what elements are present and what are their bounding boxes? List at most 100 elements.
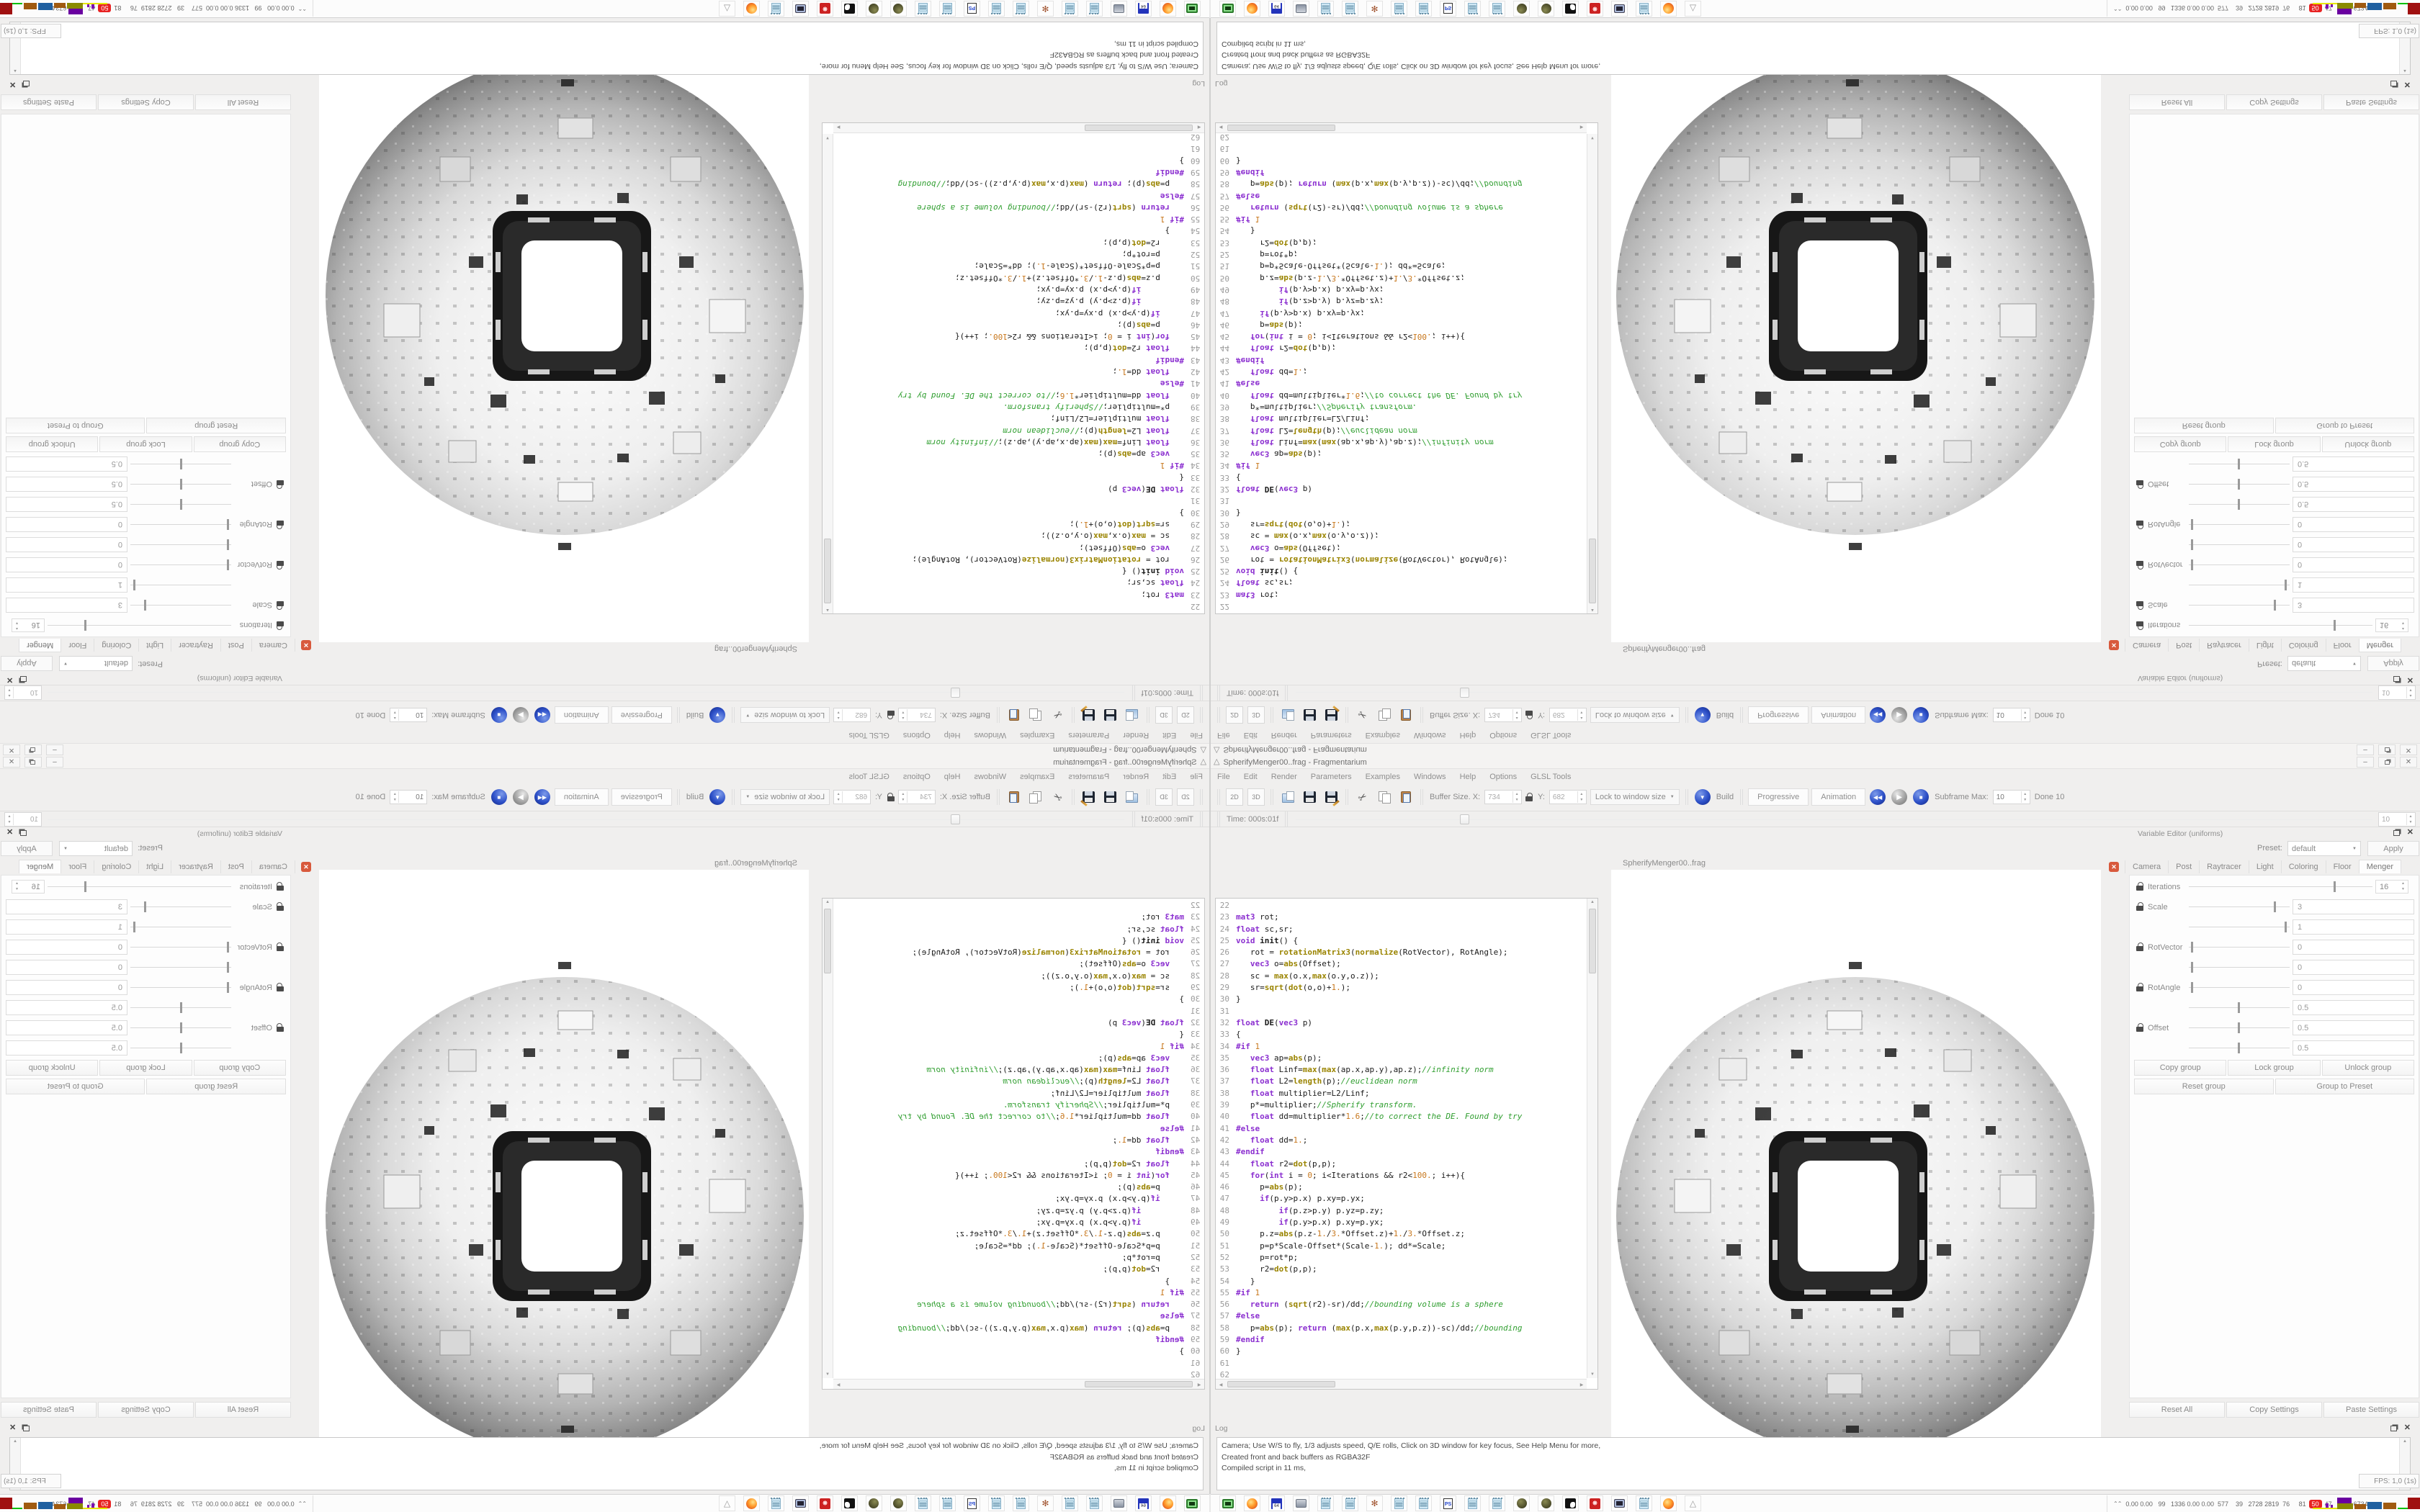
group-to-preset-button[interactable]: Group to Preset [2275, 418, 2414, 433]
close-button[interactable]: ✕ [2400, 744, 2417, 755]
code-horizontal-scrollbar[interactable]: ◀ ▶ [833, 1379, 1204, 1389]
taskbar-button[interactable]: ✸ [817, 1, 833, 17]
code-editor[interactable]: 22 23 mat3 rot; 24 float sc,sr; 25 void init()… [834, 134, 1204, 612]
stop-button[interactable]: ■ [1913, 789, 1930, 805]
paste-settings-button[interactable]: Paste Settings [1, 1402, 97, 1418]
taskbar-button[interactable] [1086, 1, 1103, 17]
build-icon[interactable]: ▼ [709, 789, 726, 805]
copy-button[interactable] [1376, 706, 1393, 724]
play-button[interactable]: ▶ [1891, 707, 1908, 723]
taskbar-button[interactable] [743, 1495, 760, 1511]
menu-windows[interactable]: Windows [974, 772, 1007, 781]
buffer-y-spinbox[interactable]: 682 ▲ ▼ [833, 790, 871, 804]
taskbar-button[interactable] [1062, 1495, 1078, 1511]
taskbar-button[interactable] [866, 1495, 882, 1511]
slider-handle[interactable] [2334, 620, 2336, 631]
slider-value-field[interactable]: 0 [2293, 980, 2414, 995]
taskbar-button[interactable] [1489, 1, 1505, 17]
taskbar-button[interactable]: PS [964, 1, 980, 17]
slider-handle[interactable] [144, 600, 146, 611]
menu-options[interactable]: Options [902, 772, 931, 781]
slider-handle[interactable] [2238, 1043, 2240, 1053]
copy-group-button[interactable]: Copy group [2134, 1060, 2227, 1076]
taskbar-button[interactable]: ✻ [1037, 1, 1054, 17]
tab-post[interactable]: Post [2168, 860, 2199, 873]
scroll-down-icon[interactable]: ▼ [1590, 1372, 1595, 1377]
slider-value-field[interactable]: 0 [2293, 517, 2414, 532]
code-vertical-scrollbar[interactable]: ▲ ▼ [823, 899, 833, 1378]
menu-file[interactable]: File [1217, 772, 1230, 781]
open-file-button[interactable] [1279, 706, 1296, 724]
build-button[interactable]: Build [1716, 793, 1734, 801]
toolbar-grip[interactable] [1200, 685, 1203, 701]
apply-button[interactable]: Apply [2367, 656, 2419, 671]
taskbar-button[interactable]: ✸ [1587, 1, 1603, 17]
preset-combobox[interactable]: default ▼ [59, 841, 133, 856]
copy-group-button[interactable]: Copy group [193, 1060, 286, 1076]
tab-coloring[interactable]: Coloring [94, 639, 140, 652]
taskbar-button[interactable] [939, 1, 956, 17]
slider-handle[interactable] [84, 881, 86, 892]
toolbar-grip[interactable] [1345, 789, 1348, 805]
scroll-up-icon[interactable]: ▲ [2403, 68, 2407, 73]
slider-handle[interactable] [227, 519, 229, 530]
slider-track[interactable] [2189, 516, 2290, 534]
lock-icon[interactable] [2136, 983, 2143, 991]
float-dock-icon[interactable] [2390, 1425, 2397, 1431]
paste-settings-button[interactable]: Paste Settings [1, 94, 97, 110]
reset-group-button[interactable]: Reset group [2134, 1079, 2274, 1094]
slider-track[interactable] [130, 898, 231, 916]
lock-icon[interactable] [277, 601, 284, 610]
progressive-button[interactable]: Progressive [1748, 706, 1809, 724]
menu-file[interactable]: File [1190, 772, 1203, 781]
menu-render[interactable]: Render [1123, 772, 1150, 781]
slider-value-field[interactable]: 1 [6, 577, 127, 593]
tab-camera[interactable]: Camera [251, 860, 295, 873]
taskbar-button[interactable] [1219, 1, 1236, 17]
open-file-button[interactable] [1279, 788, 1296, 806]
slider-value-field[interactable]: 0 [2293, 557, 2414, 572]
slider-handle[interactable] [227, 559, 229, 570]
preset-combobox[interactable]: default ▼ [2287, 841, 2361, 856]
taskbar-button[interactable]: ✸ [1587, 1495, 1603, 1511]
taskbar-button[interactable] [841, 1, 858, 17]
menu-edit[interactable]: Edit [1243, 772, 1258, 781]
subframe-max-spinbox[interactable]: 10 ▲ ▼ [1992, 708, 2030, 722]
code-vertical-scrollbar[interactable]: ▲ ▼ [1587, 899, 1597, 1378]
slider-track[interactable] [130, 495, 231, 513]
lock-icon[interactable] [2136, 561, 2143, 570]
progressive-button[interactable]: Progressive [611, 706, 672, 724]
menu-glsl-tools[interactable]: GLSL Tools [848, 772, 889, 781]
scroll-right-icon[interactable]: ▶ [836, 1383, 841, 1387]
open-file-button[interactable] [1124, 788, 1141, 806]
lock-icon[interactable] [2136, 601, 2143, 610]
preset-combobox[interactable]: default ▼ [2287, 656, 2361, 671]
slider-handle[interactable] [2191, 559, 2193, 570]
save-button[interactable] [1102, 788, 1119, 806]
2d-mode-button[interactable]: 2D [1226, 706, 1243, 724]
tab-menger[interactable]: Menger [18, 639, 62, 652]
save-as-button[interactable] [1322, 706, 1340, 724]
code-editor[interactable]: 22 23 mat3 rot; 24 float sc,sr; 25 void init()… [834, 900, 1204, 1378]
slider-spinbox[interactable]: 16 ▲ ▼ [2375, 880, 2408, 894]
title-bar[interactable]: △ SpherifyMenger00..frag - Fragmentarium… [1211, 756, 2420, 769]
scroll-up-icon[interactable]: ▲ [2403, 1439, 2407, 1444]
slider-value-field[interactable]: 0.5 [6, 497, 127, 512]
lock-icon[interactable] [277, 882, 284, 891]
reset-group-button[interactable]: Reset group [146, 1079, 286, 1094]
lock-to-window-size-dropdown[interactable]: Lock to window size ▼ [740, 707, 830, 723]
time-slider-handle[interactable] [1460, 688, 1470, 698]
preview-tab[interactable]: SpherifyMenger00..frag [1623, 859, 1706, 868]
menu-examples[interactable]: Examples [1020, 731, 1055, 740]
toolbar-grip[interactable] [1285, 685, 1289, 701]
scrollbar-thumb[interactable] [1085, 1381, 1193, 1387]
slider-value-field[interactable]: 0 [2293, 960, 2414, 975]
toolbar-grip[interactable] [1740, 707, 1744, 723]
tab-post[interactable]: Post [220, 639, 252, 652]
taskbar-button[interactable] [1219, 1495, 1236, 1511]
lock-icon[interactable] [2136, 1023, 2143, 1032]
slider-track[interactable] [2189, 938, 2290, 956]
close-button[interactable]: ✕ [2400, 757, 2417, 768]
taskbar-button[interactable] [1464, 1, 1481, 17]
buffer-x-spinbox[interactable]: 734 ▲ ▼ [897, 708, 936, 722]
